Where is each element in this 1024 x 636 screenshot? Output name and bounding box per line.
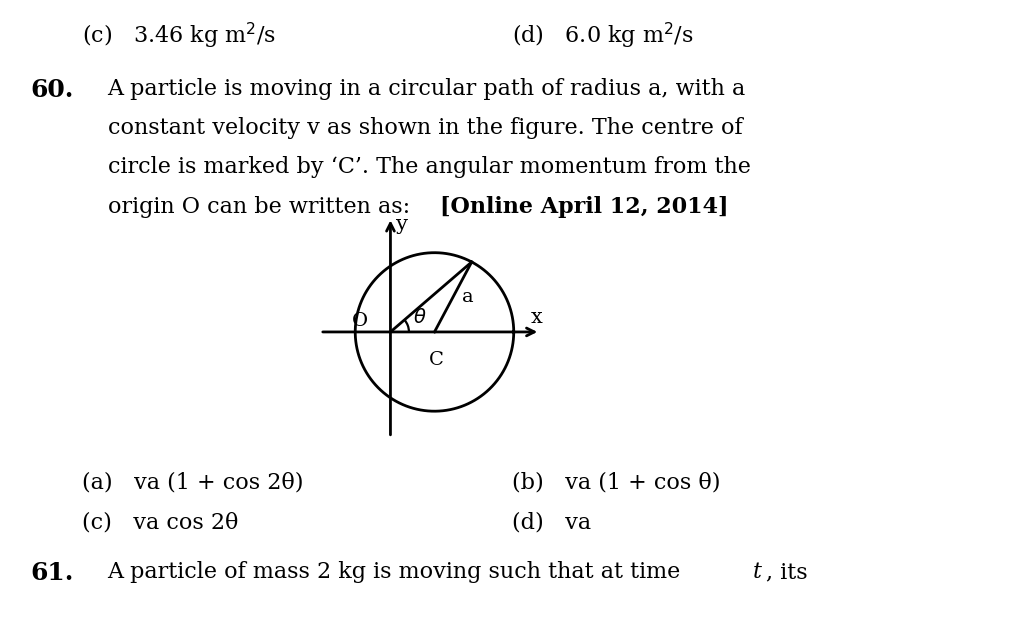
Text: 60.: 60.	[31, 78, 74, 102]
Text: origin O can be written as:: origin O can be written as:	[108, 196, 410, 218]
Text: constant velocity v as shown in the figure. The centre of: constant velocity v as shown in the figu…	[108, 117, 742, 139]
Text: A particle is moving in a circular path of radius a, with a: A particle is moving in a circular path …	[108, 78, 745, 100]
Text: (a)   va (1 + cos 2θ): (a) va (1 + cos 2θ)	[82, 472, 303, 494]
Text: 61.: 61.	[31, 561, 74, 585]
Text: O: O	[352, 312, 369, 330]
Text: C: C	[429, 351, 443, 370]
Text: , its: , its	[766, 561, 808, 583]
Text: $\theta$: $\theta$	[414, 308, 427, 327]
Text: y: y	[395, 215, 408, 234]
Text: (c)   3.46 kg m$^2$/s: (c) 3.46 kg m$^2$/s	[82, 20, 275, 50]
Text: (b)   va (1 + cos θ): (b) va (1 + cos θ)	[512, 472, 721, 494]
Text: x: x	[531, 308, 543, 327]
Text: circle is marked by ‘C’. The angular momentum from the: circle is marked by ‘C’. The angular mom…	[108, 156, 751, 179]
Text: [Online April 12, 2014]: [Online April 12, 2014]	[440, 196, 729, 218]
Text: A particle of mass 2 kg is moving such that at time: A particle of mass 2 kg is moving such t…	[108, 561, 681, 583]
Text: a: a	[462, 288, 473, 306]
Text: t: t	[753, 561, 762, 583]
Text: (c)   va cos 2θ: (c) va cos 2θ	[82, 511, 239, 534]
Text: (d)   6.0 kg m$^2$/s: (d) 6.0 kg m$^2$/s	[512, 20, 693, 50]
Text: (d)   va: (d) va	[512, 511, 591, 534]
